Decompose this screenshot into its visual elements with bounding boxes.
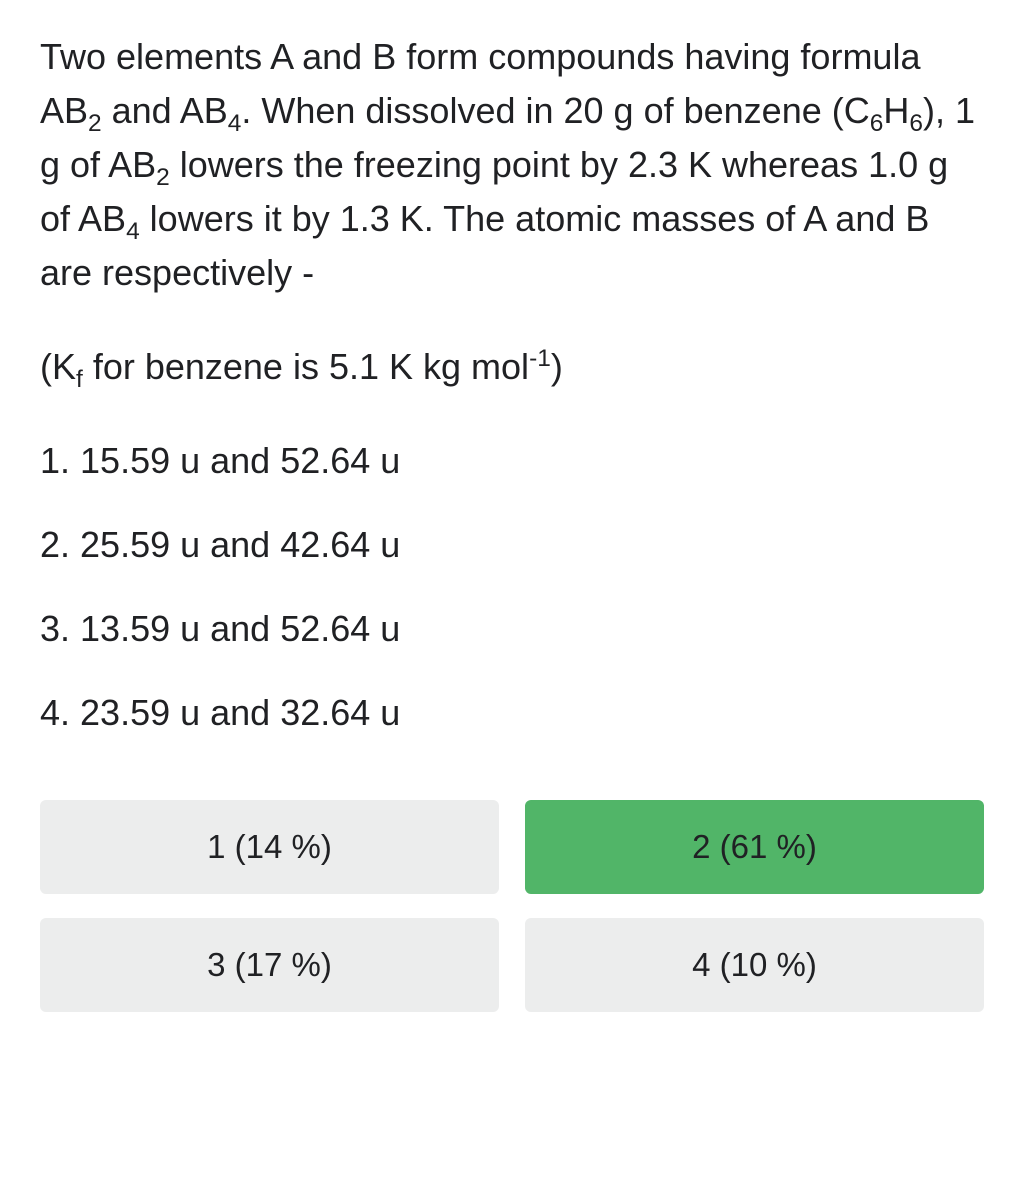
option-2[interactable]: 2. 25.59 u and 42.64 u [40, 518, 984, 572]
kf-part: (K [40, 346, 76, 387]
question-part: lowers it by 1.3 K. The atomic masses of… [40, 198, 929, 293]
question-part: and AB [102, 90, 228, 131]
answer-options: 1. 15.59 u and 52.64 u 2. 25.59 u and 42… [40, 434, 984, 740]
subscript: 2 [88, 110, 102, 137]
question-part: . When dissolved in 20 g of benzene (C [241, 90, 869, 131]
subscript: f [76, 366, 83, 393]
stat-label: 4 (10 %) [692, 946, 817, 984]
stat-label: 3 (17 %) [207, 946, 332, 984]
kf-info-line: (Kf for benzene is 5.1 K kg mol-1) [40, 340, 984, 394]
stat-button-4[interactable]: 4 (10 %) [525, 918, 984, 1012]
kf-part: for benzene is 5.1 K kg mol [83, 346, 529, 387]
subscript: 4 [228, 110, 242, 137]
question-part: H [883, 90, 909, 131]
answer-stats-grid: 1 (14 %) 2 (61 %) 3 (17 %) 4 (10 %) [40, 800, 984, 1012]
subscript: 6 [870, 110, 884, 137]
superscript: -1 [529, 345, 551, 372]
stat-label: 2 (61 %) [692, 828, 817, 866]
option-1[interactable]: 1. 15.59 u and 52.64 u [40, 434, 984, 488]
stat-button-1[interactable]: 1 (14 %) [40, 800, 499, 894]
subscript: 6 [909, 110, 923, 137]
stat-button-2[interactable]: 2 (61 %) [525, 800, 984, 894]
option-4[interactable]: 4. 23.59 u and 32.64 u [40, 686, 984, 740]
subscript: 2 [156, 164, 170, 191]
kf-part: ) [551, 346, 563, 387]
question-text: Two elements A and B form compounds havi… [40, 30, 984, 300]
subscript: 4 [126, 218, 140, 245]
stat-button-3[interactable]: 3 (17 %) [40, 918, 499, 1012]
option-3[interactable]: 3. 13.59 u and 52.64 u [40, 602, 984, 656]
stat-label: 1 (14 %) [207, 828, 332, 866]
